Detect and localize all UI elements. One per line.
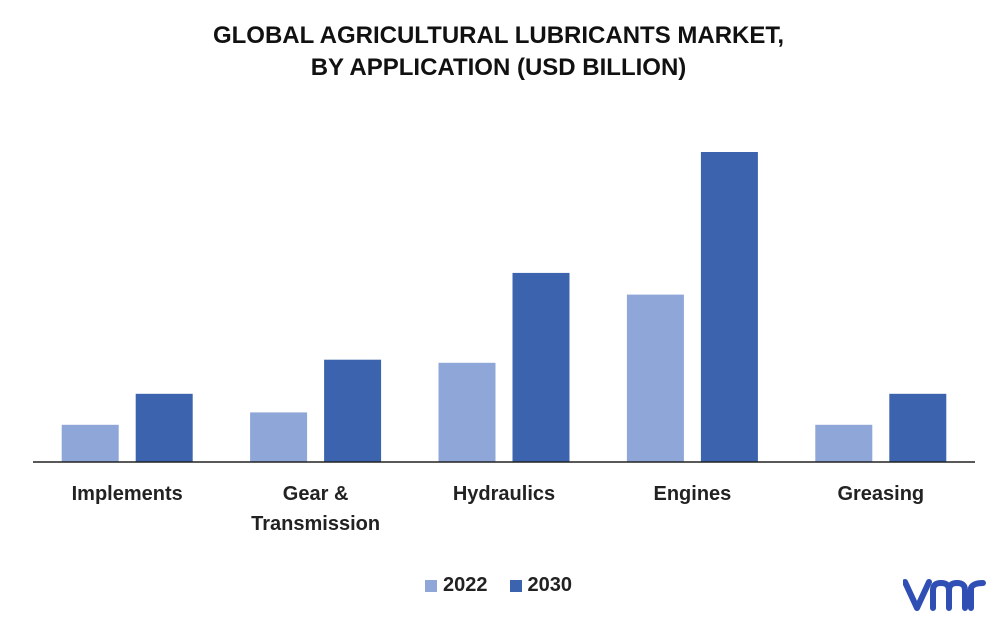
bar-2022-3 bbox=[626, 294, 684, 462]
chart-title: GLOBAL AGRICULTURAL LUBRICANTS MARKET, B… bbox=[0, 20, 997, 84]
vmr-logo-mark bbox=[903, 579, 986, 611]
bar-2030-3 bbox=[700, 152, 758, 462]
legend-item-2022: 2022 bbox=[425, 574, 488, 597]
chart-title-line-1: GLOBAL AGRICULTURAL LUBRICANTS MARKET, bbox=[212, 22, 785, 49]
x-tick-label-3: Engines bbox=[654, 483, 732, 505]
x-tick-label-line: Transmission bbox=[251, 513, 380, 535]
x-tick-label-1: Gear & Transmission bbox=[251, 483, 380, 535]
vmr-logo bbox=[903, 579, 986, 611]
legend-item-2030: 2030 bbox=[509, 574, 573, 597]
legend-label-2030: 2030 bbox=[527, 574, 573, 596]
x-tick-label-line: Implements bbox=[72, 483, 183, 505]
x-tick-label-line: Greasing bbox=[837, 483, 924, 505]
legend-label-2022: 2022 bbox=[443, 574, 488, 596]
x-tick-label-line: Hydraulics bbox=[453, 483, 555, 505]
bar-2030-0 bbox=[135, 393, 193, 462]
bar-2030-4 bbox=[889, 393, 947, 462]
bar-2022-2 bbox=[438, 362, 496, 462]
x-tick-label-2: Hydraulics bbox=[453, 483, 555, 505]
bar-chart: Implements Gear & Transmission Hydraulics En… bbox=[33, 152, 975, 535]
x-tick-label-line: Engines bbox=[654, 483, 732, 505]
chart-title-line-2: BY APPLICATION (USD BILLION) bbox=[310, 54, 687, 81]
x-tick-label-line: Gear & bbox=[283, 483, 349, 505]
bar-2022-4 bbox=[815, 424, 873, 462]
bar-2022-1 bbox=[250, 412, 308, 462]
bar-2030-2 bbox=[512, 272, 570, 462]
x-tick-label-0: Implements bbox=[72, 483, 183, 505]
bar-2022-0 bbox=[61, 424, 119, 462]
bar-2030-1 bbox=[324, 359, 382, 462]
legend: 2022 2030 bbox=[0, 574, 997, 597]
legend-swatch-2030 bbox=[509, 579, 522, 592]
x-tick-label-4: Greasing bbox=[837, 483, 924, 505]
legend-swatch-2022 bbox=[425, 579, 437, 592]
